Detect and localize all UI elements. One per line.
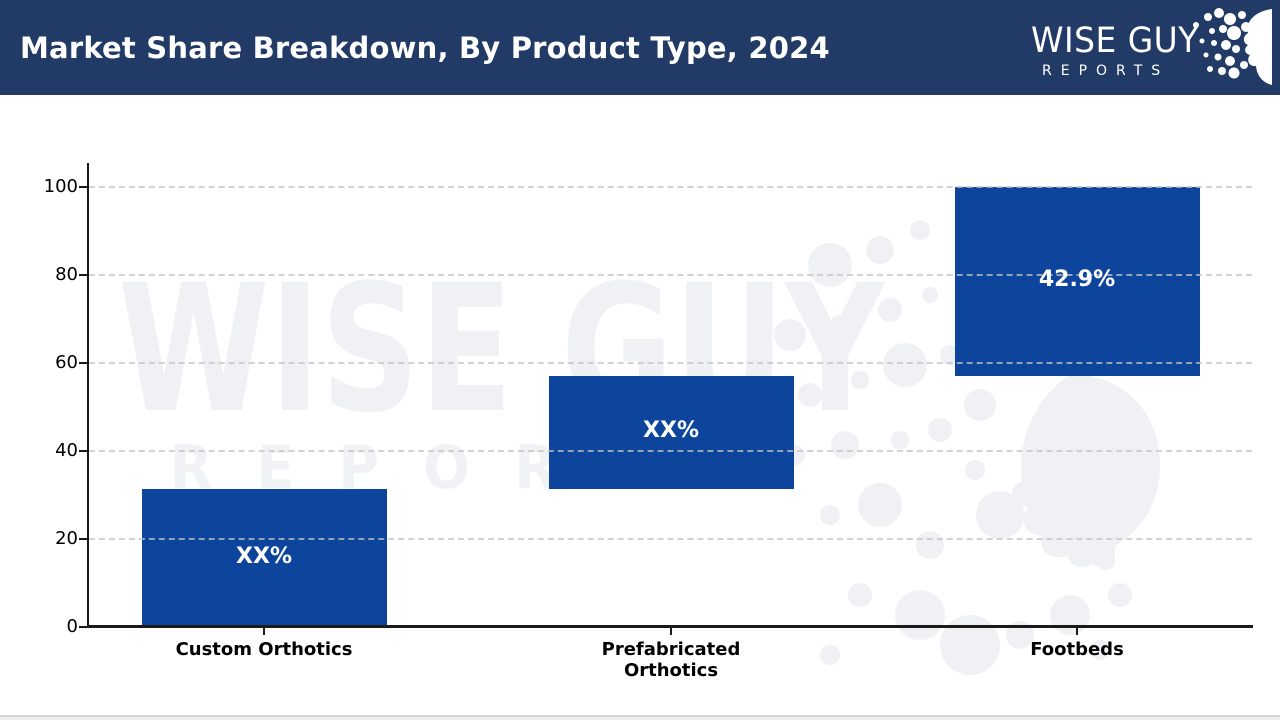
bar-value-label: 42.9% — [1038, 267, 1116, 293]
x-category-label: Prefabricated Orthotics — [601, 639, 741, 681]
y-tick-mark-20 — [79, 538, 87, 540]
y-tick-label: 40 — [55, 440, 78, 461]
bar-segment — [548, 375, 794, 489]
watermark-face-dots-graphic — [774, 220, 1161, 675]
bar-value-label: XX% — [643, 418, 699, 444]
bar-segment — [954, 187, 1200, 376]
x-category-label: Footbeds — [1030, 639, 1124, 660]
y-tick-mark-80 — [79, 274, 87, 276]
y-tick-mark-40 — [79, 450, 87, 452]
gridline-80 — [89, 274, 1252, 276]
gridline-100 — [89, 186, 1252, 188]
logo-face-profile — [1243, 9, 1272, 85]
y-tick-label: 20 — [55, 528, 78, 549]
x-category-label: Custom Orthotics — [175, 639, 353, 660]
x-axis-line — [87, 625, 1253, 628]
gridline-20 — [89, 538, 1252, 540]
bar-value-label: XX% — [236, 543, 292, 569]
y-tick-label: 80 — [55, 264, 78, 285]
y-tick-mark-60 — [79, 362, 87, 364]
bar-segment — [141, 488, 387, 627]
y-tick-label: 0 — [66, 616, 78, 637]
gridline-40 — [89, 450, 1252, 452]
chart-title: Market Share Breakdown, By Product Type,… — [20, 30, 830, 65]
y-tick-label: 100 — [43, 176, 78, 197]
x-tick-mark — [1076, 628, 1078, 635]
wiseguy-reports-logo: WISE GUY REPORTS — [1031, 8, 1272, 85]
bottom-divider — [0, 715, 1280, 720]
logo-tagline: REPORTS — [1042, 63, 1169, 79]
x-tick-mark — [263, 628, 265, 635]
y-axis-line — [87, 163, 89, 627]
header-bar: Market Share Breakdown, By Product Type,… — [0, 0, 1280, 95]
y-tick-mark-100 — [79, 186, 87, 188]
y-tick-label: 60 — [55, 352, 78, 373]
logo-dots — [1193, 8, 1251, 79]
y-tick-mark-0 — [79, 626, 87, 628]
logo-wordmark: WISE GUY — [1031, 20, 1199, 61]
x-tick-mark — [670, 628, 672, 635]
gridline-60 — [89, 362, 1252, 364]
